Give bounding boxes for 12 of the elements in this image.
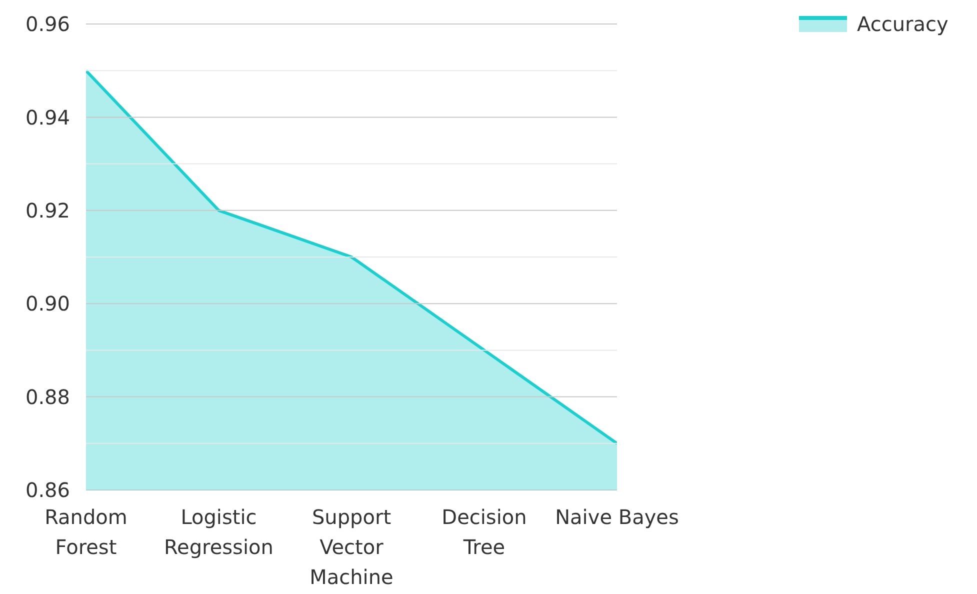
x-tick-label: Random Forest bbox=[44, 505, 128, 559]
x-tick-label: Support Vector Machine bbox=[310, 505, 394, 589]
y-tick-label: 0.90 bbox=[25, 292, 70, 316]
y-tick-label: 0.86 bbox=[25, 478, 70, 502]
x-tick-label: Naive Bayes bbox=[555, 505, 679, 529]
legend-label: Accuracy bbox=[857, 12, 948, 36]
y-tick-label: 0.92 bbox=[25, 198, 70, 222]
y-tick-label: 0.94 bbox=[25, 105, 70, 130]
y-tick-label: 0.88 bbox=[25, 384, 70, 409]
y-tick-label: 0.96 bbox=[25, 12, 70, 36]
x-tick-label: Logistic Regression bbox=[164, 505, 274, 559]
x-tick-label: Decision Tree bbox=[442, 505, 527, 559]
